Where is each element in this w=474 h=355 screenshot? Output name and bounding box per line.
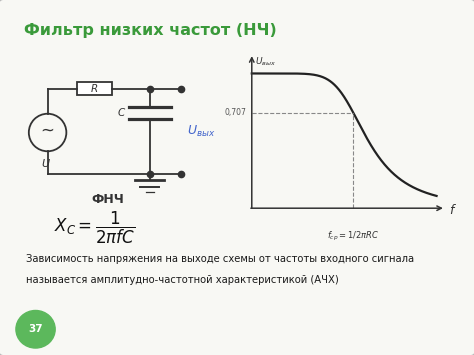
Text: 37: 37	[28, 324, 43, 334]
Text: Зависимость напряжения на выходе схемы от частоты входного сигнала: Зависимость напряжения на выходе схемы о…	[26, 254, 414, 264]
Text: 0,707: 0,707	[224, 108, 246, 118]
Text: R: R	[91, 83, 98, 94]
Text: Фильтр низких частот (НЧ): Фильтр низких частот (НЧ)	[24, 23, 276, 38]
Text: $f$: $f$	[449, 203, 457, 217]
Text: $f_{ср}=1/2\pi RC$: $f_{ср}=1/2\pi RC$	[327, 230, 380, 243]
Circle shape	[16, 311, 55, 348]
Text: $X_C = \dfrac{1}{2\pi f C}$: $X_C = \dfrac{1}{2\pi f C}$	[54, 210, 136, 246]
Text: C: C	[118, 108, 125, 118]
Text: ФНЧ: ФНЧ	[91, 193, 125, 206]
Bar	[77, 82, 112, 95]
Text: называется амплитудно-частотной характеристикой (АЧХ): называется амплитудно-частотной характер…	[26, 275, 339, 285]
Text: $U_{вых}$: $U_{вых}$	[255, 56, 277, 69]
Text: U: U	[41, 159, 50, 169]
Text: $U_{вых}$: $U_{вых}$	[187, 124, 216, 139]
Text: ~: ~	[41, 121, 55, 140]
